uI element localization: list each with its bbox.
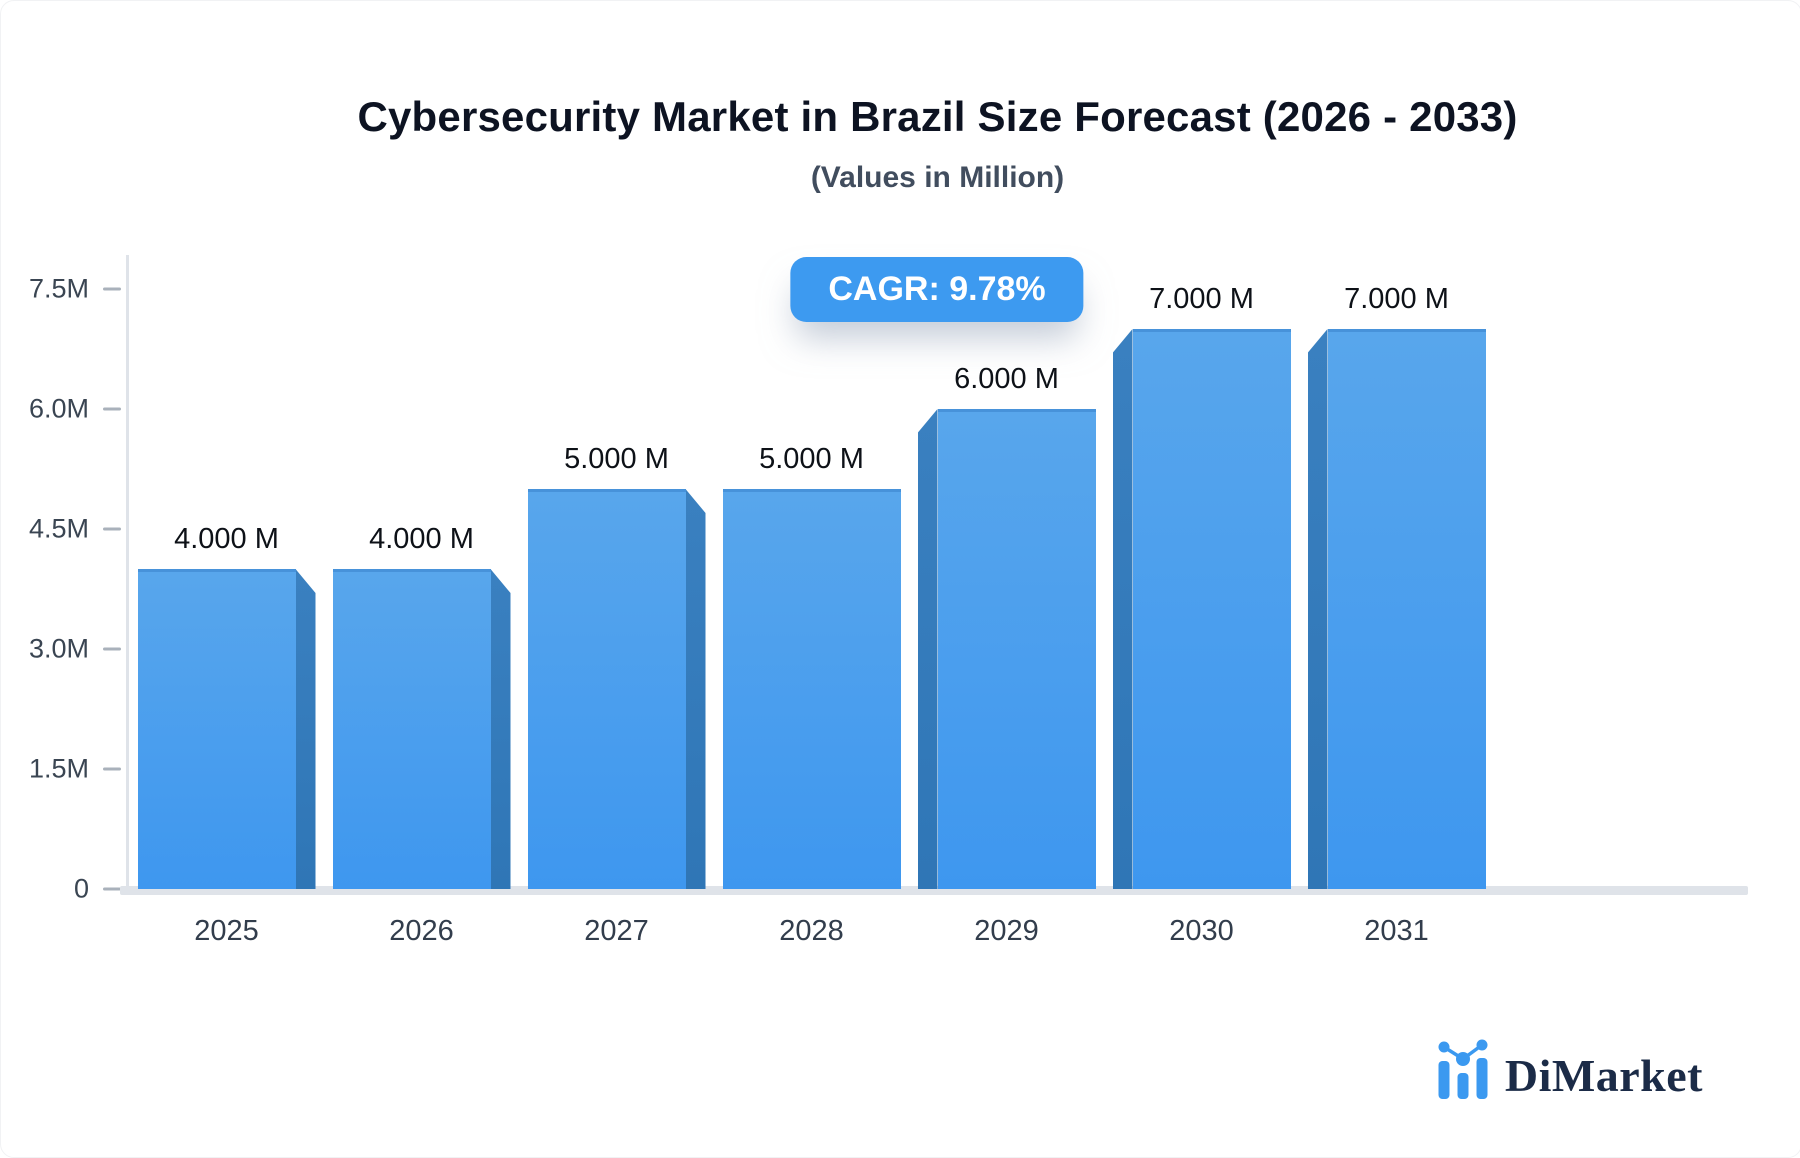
bar-3d-side	[1307, 329, 1328, 889]
y-tick: 0	[3, 874, 121, 905]
bars-area: 4.000 M 2025 4.000 M 2026 5.000 M 2027 5.000 M…	[129, 283, 1494, 947]
bar-slot: 7.000 M 2031	[1299, 283, 1494, 947]
y-tick-mark	[103, 287, 121, 291]
bar-2029: 6.000 M	[917, 363, 1096, 889]
y-tick-label: 6.0M	[28, 393, 89, 424]
y-tick-label: 3.0M	[28, 633, 89, 664]
dimarket-logo-text: DiMarket	[1504, 1050, 1703, 1101]
bar-2030: 7.000 M	[1112, 283, 1291, 889]
bar-3d-side	[685, 489, 706, 889]
bar-face	[1327, 329, 1486, 889]
y-tick-mark	[103, 767, 121, 771]
y-tick-mark	[103, 407, 121, 411]
bar-value-label: 7.000 M	[1149, 283, 1254, 315]
bar-chart: 7.5M 6.0M 4.5M 3.0M 1.5M 0 4.000 M 2025 4.000 M…	[29, 255, 1748, 947]
y-axis-line	[126, 255, 129, 889]
cagr-badge: CAGR: 9.78%	[790, 257, 1084, 322]
bar-3d-side	[490, 569, 511, 889]
bar-face	[937, 409, 1096, 889]
x-tick-label: 2027	[584, 915, 649, 947]
y-tick-label: 0	[73, 873, 89, 904]
bar-face	[1132, 329, 1291, 889]
bar-value-label: 6.000 M	[954, 363, 1059, 395]
x-axis-line	[120, 886, 1748, 895]
x-tick-label: 2029	[974, 915, 1039, 947]
dimarket-logo: DiMarket	[1435, 1037, 1703, 1099]
bar-face	[137, 569, 296, 889]
bar-2028: 5.000 M	[722, 443, 901, 889]
bar-slot: 4.000 M 2025	[129, 289, 324, 947]
bar-face	[332, 569, 491, 889]
chart-title: Cybersecurity Market in Brazil Size Fore…	[357, 93, 1518, 140]
bar-face	[527, 489, 686, 889]
bar-2026: 4.000 M	[332, 523, 511, 889]
bar-value-label: 7.000 M	[1344, 283, 1449, 315]
y-tick-mark	[103, 887, 121, 891]
bar-value-label: 4.000 M	[174, 523, 279, 555]
y-tick: 6.0M	[3, 394, 121, 425]
y-tick-label: 4.5M	[28, 513, 89, 544]
y-tick-mark	[103, 527, 121, 531]
y-tick-label: 1.5M	[28, 753, 89, 784]
bar-2031: 7.000 M	[1307, 283, 1486, 889]
x-tick-label: 2025	[194, 915, 259, 947]
x-tick-label: 2030	[1169, 915, 1234, 947]
bar-slot: 7.000 M 2030	[1104, 283, 1299, 947]
bar-2027: 5.000 M	[527, 443, 706, 889]
bar-3d-side	[1112, 329, 1133, 889]
bar-value-label: 5.000 M	[564, 443, 669, 475]
bar-value-label: 4.000 M	[369, 523, 474, 555]
y-tick: 7.5M	[3, 274, 121, 305]
y-tick-label: 7.5M	[28, 273, 89, 304]
x-tick-label: 2026	[389, 915, 454, 947]
x-tick-label: 2028	[779, 915, 844, 947]
bar-value-label: 5.000 M	[759, 443, 864, 475]
y-tick: 4.5M	[3, 514, 121, 545]
y-tick-mark	[103, 647, 121, 651]
bar-2025: 4.000 M	[137, 523, 316, 889]
chart-subtitle: (Values in Million)	[810, 161, 1065, 194]
bar-3d-side	[295, 569, 316, 889]
bar-slot: 4.000 M 2026	[324, 289, 519, 947]
bar-slot: 5.000 M 2028	[714, 289, 909, 947]
bar-face	[722, 489, 901, 889]
y-tick: 1.5M	[3, 754, 121, 785]
bar-slot: 5.000 M 2027	[519, 289, 714, 947]
bar-3d-side	[917, 409, 938, 889]
bar-slot: 6.000 M 2029	[909, 289, 1104, 947]
x-tick-label: 2031	[1364, 915, 1429, 947]
y-tick: 3.0M	[3, 634, 121, 665]
bar-chart-logo-icon	[1438, 1039, 1488, 1099]
